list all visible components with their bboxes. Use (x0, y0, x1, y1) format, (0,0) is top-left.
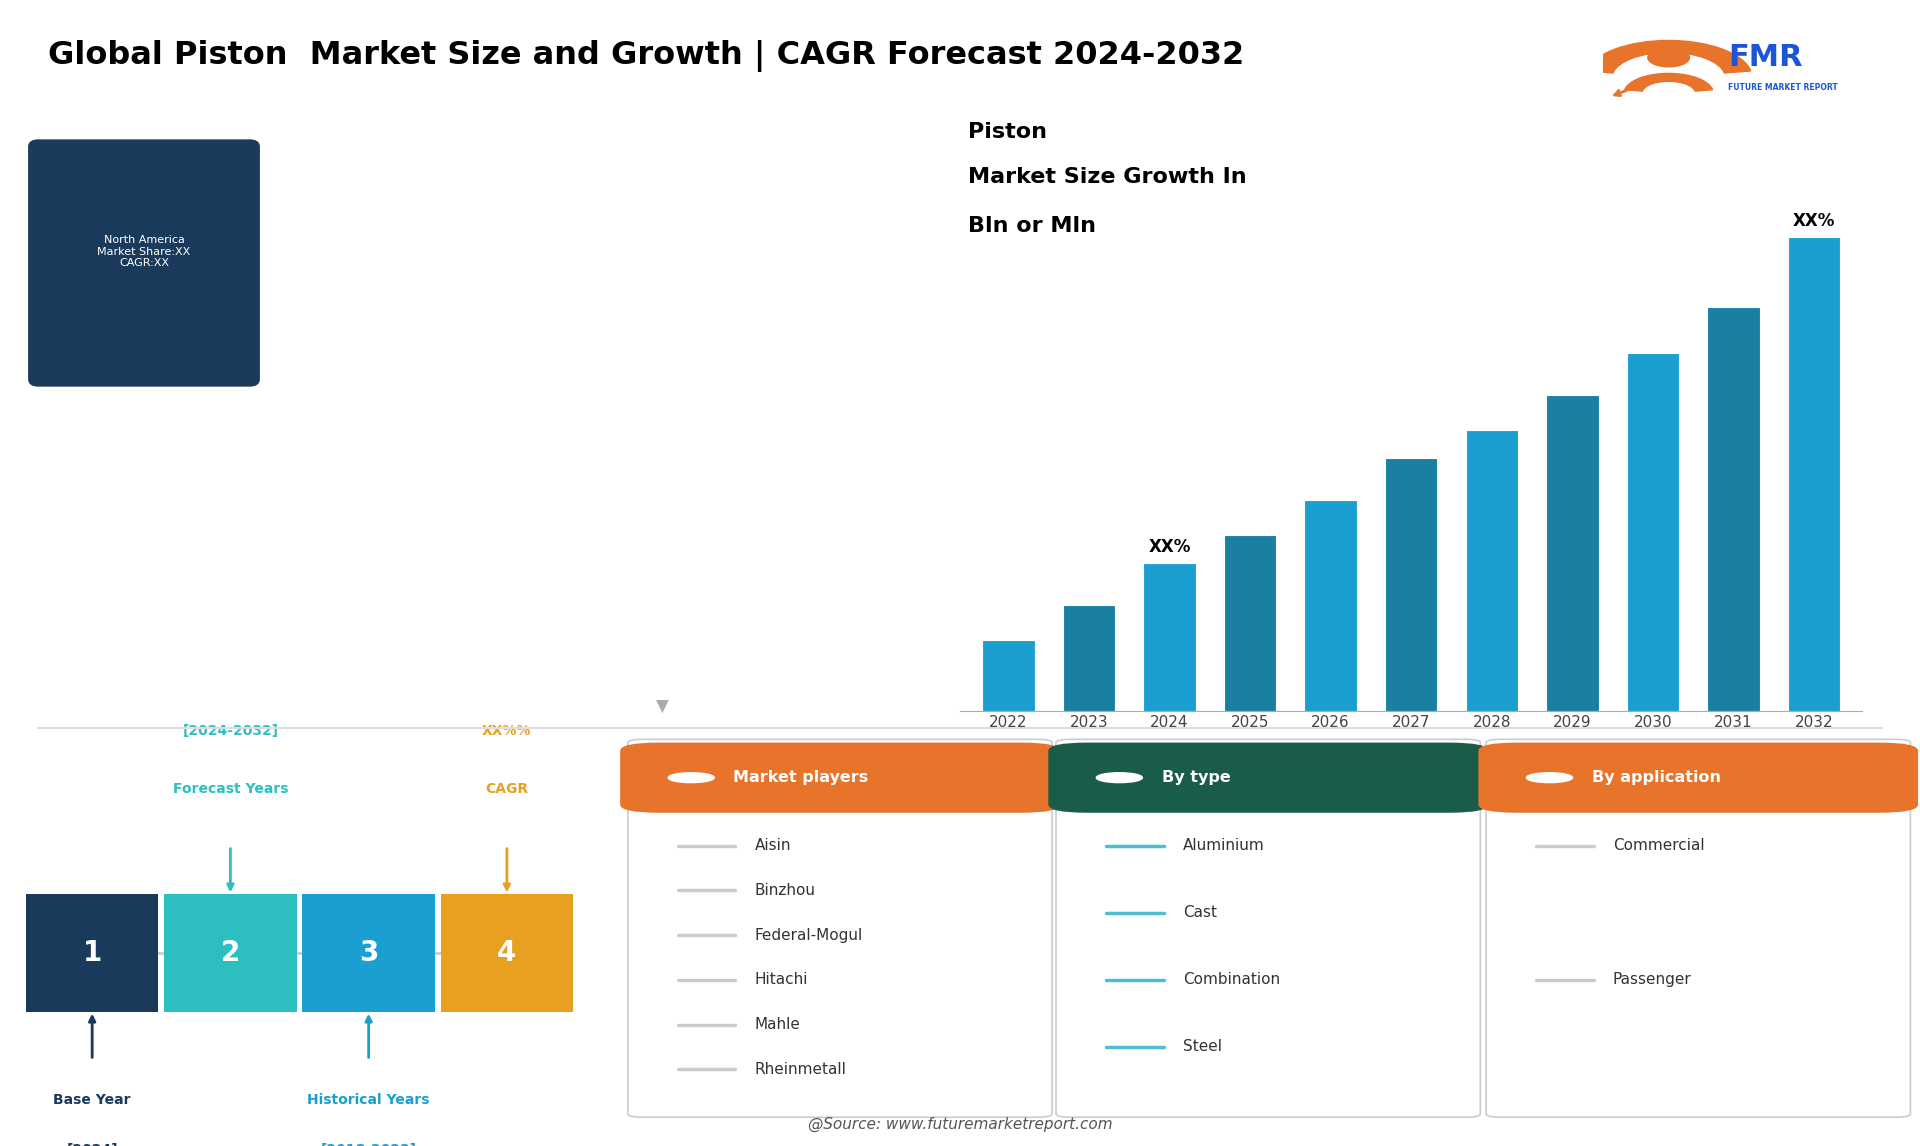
Text: @Source: www.futuremarketreport.com: @Source: www.futuremarketreport.com (808, 1117, 1112, 1132)
FancyBboxPatch shape (1056, 739, 1480, 1117)
FancyBboxPatch shape (620, 743, 1060, 813)
Text: CAGR: CAGR (486, 783, 528, 796)
Text: Market players: Market players (733, 770, 868, 785)
Text: Base Year: Base Year (54, 1093, 131, 1107)
FancyBboxPatch shape (163, 894, 296, 1012)
Text: Commercial: Commercial (1613, 838, 1705, 854)
Text: Global Piston  Market Size and Growth | CAGR Forecast 2024-2032: Global Piston Market Size and Growth | C… (48, 40, 1244, 72)
Text: XX%%: XX%% (482, 724, 532, 738)
Text: 1: 1 (83, 939, 102, 967)
Circle shape (1526, 772, 1572, 783)
Text: Steel: Steel (1183, 1039, 1221, 1054)
Text: Rheinmetall: Rheinmetall (755, 1061, 847, 1077)
Bar (1788, 237, 1839, 711)
Text: [2024-2032]: [2024-2032] (182, 724, 278, 738)
FancyBboxPatch shape (301, 894, 434, 1012)
Bar (1707, 307, 1759, 711)
Text: Mahle: Mahle (755, 1017, 801, 1033)
Text: Binzhou: Binzhou (755, 882, 816, 898)
Text: FMR: FMR (1728, 44, 1803, 72)
Bar (1223, 535, 1277, 711)
Text: XX%: XX% (1793, 212, 1836, 230)
Text: Combination: Combination (1183, 972, 1281, 988)
Text: Hitachi: Hitachi (755, 972, 808, 988)
Bar (1304, 500, 1357, 711)
Text: Market Size Growth In: Market Size Growth In (968, 167, 1246, 187)
Bar (1546, 395, 1599, 711)
Circle shape (1096, 772, 1142, 783)
Text: Aisin: Aisin (755, 838, 791, 854)
Text: ▼: ▼ (657, 698, 668, 716)
FancyBboxPatch shape (1486, 739, 1910, 1117)
Text: [2024]: [2024] (67, 1143, 117, 1146)
Text: Passenger: Passenger (1613, 972, 1692, 988)
FancyBboxPatch shape (1478, 743, 1918, 813)
Text: 2: 2 (221, 939, 240, 967)
FancyBboxPatch shape (1048, 743, 1488, 813)
Text: By application: By application (1592, 770, 1720, 785)
Bar (1626, 353, 1680, 711)
FancyBboxPatch shape (29, 140, 259, 386)
Text: Cast: Cast (1183, 905, 1217, 920)
Text: XX%: XX% (1148, 539, 1190, 556)
Circle shape (668, 772, 714, 783)
FancyBboxPatch shape (628, 739, 1052, 1117)
Bar (1064, 605, 1116, 711)
Circle shape (1647, 48, 1690, 66)
Wedge shape (1586, 40, 1751, 73)
Text: Historical Years: Historical Years (307, 1093, 430, 1107)
Text: 3: 3 (359, 939, 378, 967)
Text: Aluminium: Aluminium (1183, 838, 1265, 854)
Bar (1465, 430, 1519, 711)
Text: Forecast Years: Forecast Years (173, 783, 288, 796)
Wedge shape (1624, 73, 1713, 92)
Bar (1384, 458, 1438, 711)
Text: North America
Market Share:XX
CAGR:XX: North America Market Share:XX CAGR:XX (98, 235, 190, 268)
Text: Federal-Mogul: Federal-Mogul (755, 927, 862, 943)
Bar (983, 641, 1035, 711)
Text: Piston: Piston (968, 121, 1046, 142)
Text: By type: By type (1162, 770, 1231, 785)
Text: [2018-2023]: [2018-2023] (321, 1143, 417, 1146)
Text: FUTURE MARKET REPORT: FUTURE MARKET REPORT (1728, 84, 1837, 93)
Text: Bln or Mln: Bln or Mln (968, 217, 1096, 236)
Bar (1142, 564, 1196, 711)
FancyBboxPatch shape (25, 894, 157, 1012)
Text: 4: 4 (497, 939, 516, 967)
FancyBboxPatch shape (442, 894, 572, 1012)
